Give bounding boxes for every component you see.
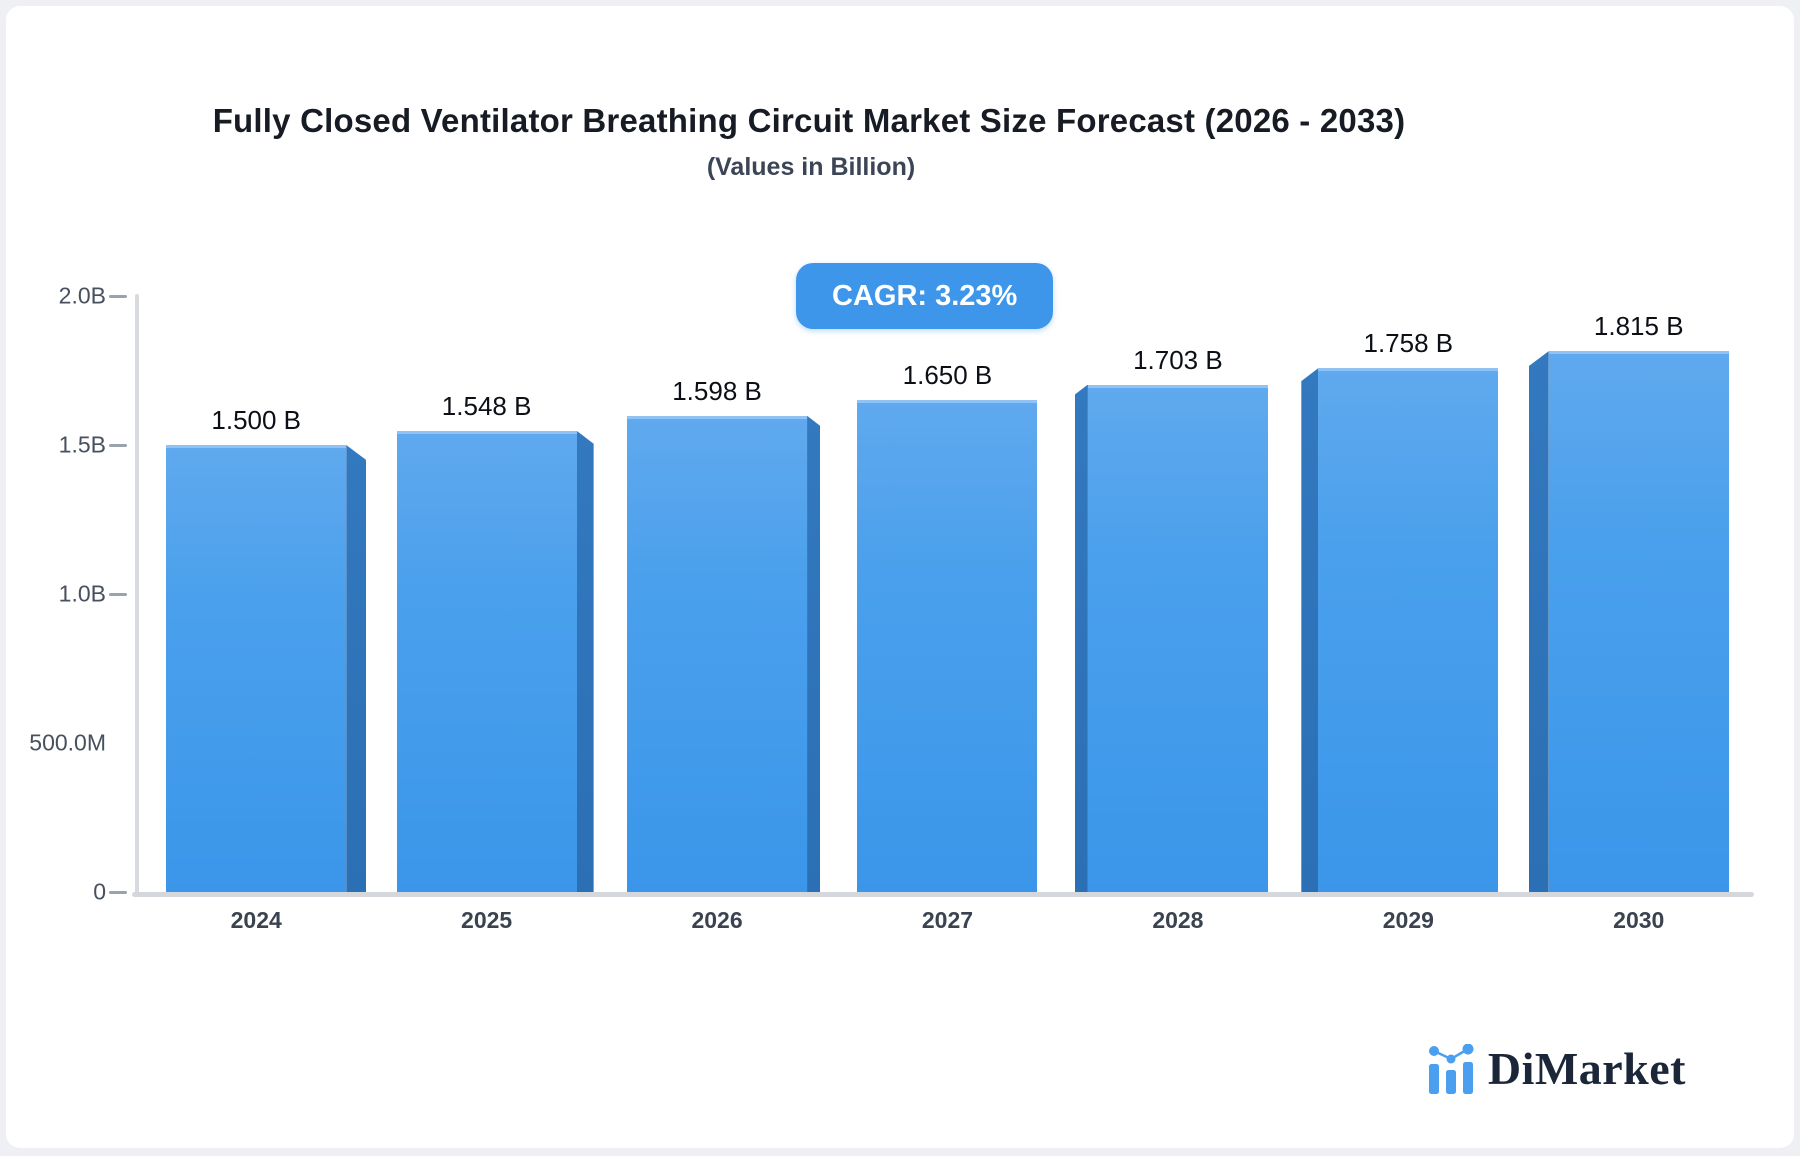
bar-face [857,400,1038,892]
bar-side-face [807,415,821,892]
bar-face [166,445,347,892]
x-axis-label-2030: 2030 [1613,907,1665,933]
y-axis-line [135,294,139,897]
bar-slot-2026: 1.598 B [602,296,832,892]
bar-2027: 1.650 B [857,360,1038,892]
y-axis-label: 0 [93,878,106,905]
bar-face [396,430,577,892]
x-axis-line [132,892,1754,897]
bar-side-face [576,430,594,892]
x-slot: 2027 [832,907,1062,934]
bar-2029: 1.758 B [1301,328,1499,892]
bar-slot-2029: 1.758 B [1293,296,1523,892]
y-axis-tick [109,592,127,596]
bar-slot-2028: 1.703 B [1063,296,1293,892]
y-axis-tick [109,443,127,447]
x-axis-label-2024: 2024 [230,907,282,933]
bars-plot-area: 1.500 B 1.548 B 1.598 B 1.650 B 1.703 B 1.758… [141,296,1754,892]
x-axis-label-2026: 2026 [691,907,743,933]
bar-face [1548,351,1729,892]
bar-2024: 1.500 B [166,405,367,892]
bar-side-face [1301,368,1319,892]
x-axis-label-2028: 2028 [1152,907,1204,933]
bar-face [1318,368,1499,892]
cagr-badge-label: CAGR: 3.23% [832,279,1018,312]
x-slot: 2028 [1063,907,1293,934]
bar-slot-2030: 1.815 B [1524,296,1754,892]
y-axis-tick [109,890,127,894]
x-slot: 2030 [1524,907,1754,934]
y-axis-label: 1.5B [58,431,106,458]
bar-value-label: 1.703 B [1133,344,1223,375]
cagr-badge: CAGR: 3.23% [796,263,1054,329]
bar-slot-2025: 1.548 B [371,296,601,892]
bar-2028: 1.703 B [1074,345,1268,892]
y-axis-label: 500.0M [29,729,106,756]
bar-side-face [1528,351,1549,892]
x-axis-label-2029: 2029 [1382,907,1434,933]
y-axis: 2.0B 1.5B 1.0B 500.0M 0 [6,283,106,905]
x-slot: 2026 [602,907,832,934]
x-slot: 2025 [371,907,601,934]
x-axis-label-2027: 2027 [921,907,974,933]
brand-name: DiMarket [1487,1043,1686,1094]
chart-title: Fully Closed Ventilator Breathing Circui… [212,102,1406,139]
x-slot: 2029 [1293,907,1523,934]
mini-bar-line-chart-icon [1428,1043,1474,1094]
bar-slot-2024: 1.500 B [141,296,371,892]
y-axis-label: 1.0B [58,580,106,607]
bar-value-label: 1.758 B [1363,328,1454,359]
chart-card: Fully Closed Ventilator Breathing Circui… [6,6,1794,1148]
bar-2025: 1.548 B [396,391,594,892]
brand-logo: DiMarket [1427,1042,1686,1095]
x-slot: 2024 [141,907,371,934]
y-axis-label: 2.0B [58,282,106,309]
bar-value-label: 1.815 B [1593,311,1684,342]
bar-value-label: 1.500 B [211,405,302,435]
chart-subtitle: (Values in Billion) [706,153,916,181]
bar-side-face [346,445,367,892]
bar-value-label: 1.548 B [441,390,532,421]
bar-side-face [1074,384,1088,892]
bar-2030: 1.815 B [1528,311,1729,892]
x-axis-label-2025: 2025 [461,907,513,933]
bar-value-label: 1.598 B [672,375,762,406]
x-axis-labels: 2024 2025 2026 2027 2028 2029 2030 [141,907,1754,934]
bar-2026: 1.598 B [627,376,821,892]
bar-face [627,415,808,892]
bar-value-label: 1.650 B [902,360,993,391]
bar-slot-2027: 1.650 B [832,296,1062,892]
bar-face [1087,384,1268,892]
y-axis-tick [109,294,127,298]
